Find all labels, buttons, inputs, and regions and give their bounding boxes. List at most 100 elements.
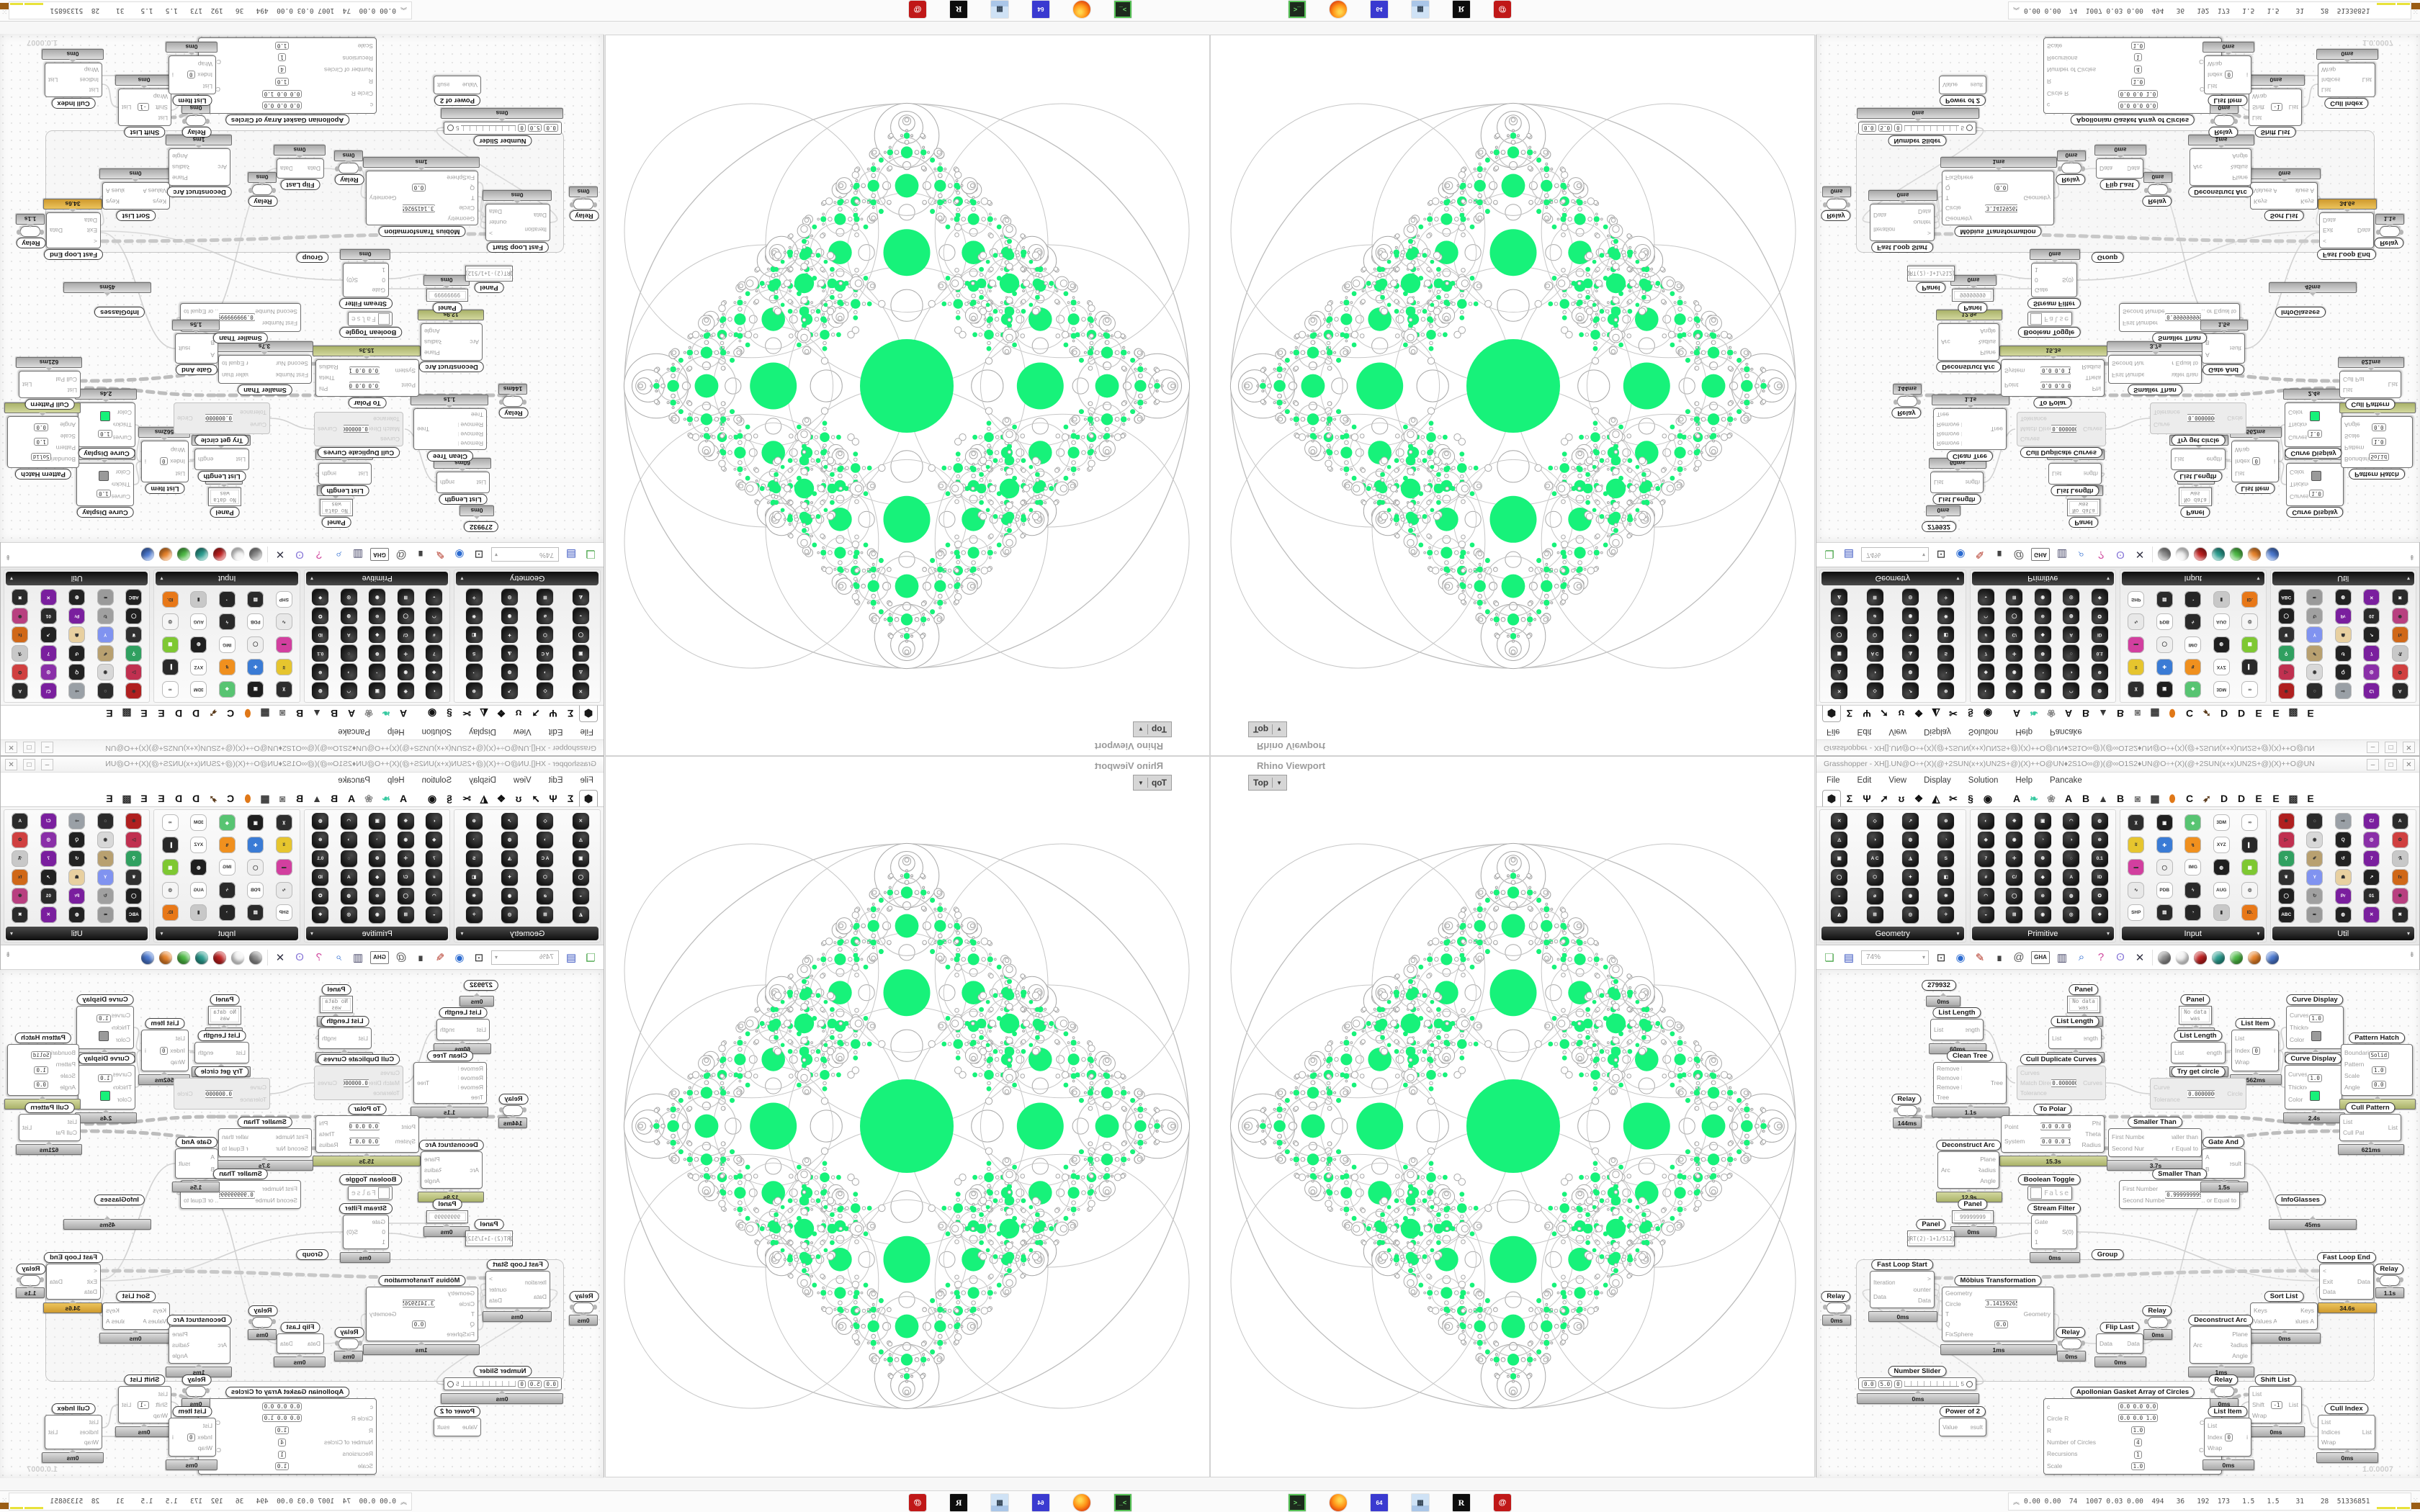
input-port[interactable]: Scale <box>60 433 76 441</box>
component-icon[interactable]: ⊚ <box>369 608 386 625</box>
node-curve-display[interactable]: CurvesThicknessColor1.0 <box>76 1006 134 1049</box>
component-icon[interactable]: ◍ <box>2334 906 2352 923</box>
component-icon[interactable]: ❦ <box>125 868 143 886</box>
input-port[interactable]: List <box>202 82 212 90</box>
component-icon[interactable]: ➨ <box>97 906 114 923</box>
component-icon[interactable]: ◯ <box>2277 887 2295 904</box>
component-icon[interactable]: ◭ <box>572 906 589 923</box>
tab-plugin-bird[interactable]: ➶ <box>2202 708 2211 720</box>
component-icon[interactable]: ◒ <box>426 589 443 606</box>
component-icon[interactable]: ◌ <box>2063 850 2080 867</box>
component-icon[interactable]: ⊞ <box>537 906 554 923</box>
node-relay[interactable] <box>2061 163 2081 174</box>
component-icon[interactable]: ◌ <box>2306 812 2323 829</box>
component-icon[interactable]: ✺ <box>2391 608 2408 625</box>
tab-plugin-mountain[interactable]: ▲ <box>2098 708 2108 719</box>
component-icon[interactable]: ◉ <box>2006 831 2023 848</box>
input-port[interactable]: First Number <box>2123 1184 2159 1192</box>
output-port[interactable]: > <box>489 230 493 238</box>
input-port[interactable]: Tree <box>470 1093 483 1101</box>
toolbar-collapse-icon[interactable]: ⇟ <box>5 951 12 959</box>
component-icon[interactable]: 7 <box>426 850 443 867</box>
component-icon[interactable]: ✺ <box>12 608 29 625</box>
input-port[interactable]: Shift <box>2252 104 2265 112</box>
toolbar-preview-ball-green[interactable] <box>177 950 190 964</box>
node-curve-display[interactable]: CurvesThicknessColor1.0 <box>78 402 135 447</box>
input-port[interactable]: Exit <box>2323 227 2334 235</box>
input-port[interactable]: Curves <box>2290 1011 2309 1019</box>
tab-transform[interactable]: § <box>1968 708 1973 719</box>
component-icon[interactable]: ◍ <box>68 906 86 923</box>
tab-plugin-grid[interactable]: ▦ <box>2150 792 2160 804</box>
output-port[interactable]: Angle <box>1980 328 1996 336</box>
input-port[interactable]: Wrap <box>2321 66 2336 74</box>
input-port[interactable]: List <box>2252 1390 2262 1398</box>
taskbar-icon-terminal[interactable]: >_ <box>1288 1493 1307 1512</box>
node-power-of-2[interactable]: ValueResult <box>434 76 481 94</box>
node-apollonian-gasket-array-of-circles[interactable]: c Circle R R Number of Circles Recursions Sca… <box>198 1398 377 1475</box>
component-icon[interactable]: ◑ <box>1866 831 1883 848</box>
value-chip[interactable]: 0.9999999998 <box>2165 1190 2201 1199</box>
input-port[interactable]: Arc <box>470 338 479 346</box>
component-icon[interactable]: ◍ <box>312 812 329 829</box>
slider-knob[interactable] <box>1966 1380 1973 1387</box>
node-boolean-toggle[interactable]: False <box>348 1186 393 1200</box>
menu-item-help[interactable]: Help <box>2015 776 2033 785</box>
expander-icon[interactable]: ︽ <box>2013 6 2020 14</box>
component-icon[interactable]: ◎ <box>40 664 57 681</box>
component-icon[interactable]: ◠ <box>340 683 357 700</box>
tab-intersect[interactable]: ✂ <box>462 708 471 720</box>
node-panel[interactable]: No data was <box>2067 499 2100 516</box>
output-port[interactable]: Length <box>1966 479 1980 487</box>
component-icon[interactable]: S <box>1937 645 1955 662</box>
toolbar-preview-icon[interactable]: ◉ <box>454 951 465 964</box>
component-icon[interactable]: ⚗ <box>12 645 29 662</box>
component-icon[interactable]: ◠ <box>1977 887 1994 904</box>
tab-plugin-e2[interactable]: E <box>140 708 148 719</box>
component-icon[interactable]: ◐ <box>426 812 443 829</box>
component-icon[interactable]: IMG <box>218 636 236 653</box>
component-icon[interactable]: ∞ <box>161 814 179 832</box>
input-port[interactable]: Wrap <box>197 60 212 68</box>
value-chip[interactable]: 1.0 <box>2309 489 2323 498</box>
component-icon[interactable]: ◍ <box>1901 664 1919 681</box>
zoom-level-box[interactable]: 74% <box>491 950 559 965</box>
tab-plugin-flower[interactable]: ❀ <box>364 708 373 720</box>
toolbar-preview-ball-green[interactable] <box>2230 548 2243 562</box>
panel-group-label-input[interactable]: Input ▾ <box>156 927 298 940</box>
expander-icon[interactable]: ︽ <box>400 6 407 14</box>
component-icon[interactable]: PDB <box>247 881 264 899</box>
taskbar-icon-terminal[interactable]: >_ <box>1113 1493 1132 1512</box>
toolbar-help-box-icon[interactable]: ? <box>2097 951 2105 963</box>
input-port[interactable]: Exit <box>2323 1277 2334 1285</box>
component-icon[interactable]: ∿ <box>275 881 292 899</box>
output-port[interactable]: ... or Equal to <box>222 360 249 368</box>
component-icon[interactable]: ⇨ <box>68 683 86 700</box>
input-port[interactable]: Recursions <box>2047 1450 2078 1458</box>
component-icon[interactable]: ◍ <box>340 887 357 904</box>
input-port[interactable]: Scale <box>2047 1462 2063 1470</box>
toolbar-preview-ball-red[interactable] <box>2194 950 2207 964</box>
component-icon[interactable]: ↻ <box>97 887 114 904</box>
component-icon[interactable]: ⬡ <box>1866 626 1883 644</box>
node-panel[interactable]: 99999999 <box>426 1210 468 1223</box>
output-port[interactable]: S(0) <box>2061 1228 2074 1236</box>
tab-display[interactable]: ◉ <box>427 792 437 804</box>
component-icon[interactable]: ◎ <box>2363 831 2380 848</box>
tab-curve[interactable]: ʊ <box>515 793 522 804</box>
component-icon[interactable]: ◯ <box>247 636 264 653</box>
input-port[interactable]: Curve <box>2154 1083 2170 1091</box>
value-chip[interactable]: -1 <box>2271 1400 2282 1409</box>
component-icon[interactable]: ◯ <box>572 626 589 644</box>
value-chip[interactable]: 1 <box>278 53 286 62</box>
component-icon[interactable]: ⊛ <box>312 664 329 681</box>
output-port[interactable]: Phi <box>2092 385 2101 393</box>
component-icon[interactable]: ID. <box>161 904 179 921</box>
input-port[interactable]: Values A <box>143 1318 167 1326</box>
component-icon[interactable]: S <box>465 850 483 867</box>
node-list-item[interactable]: List Index Wrap 0 i <box>141 441 189 482</box>
